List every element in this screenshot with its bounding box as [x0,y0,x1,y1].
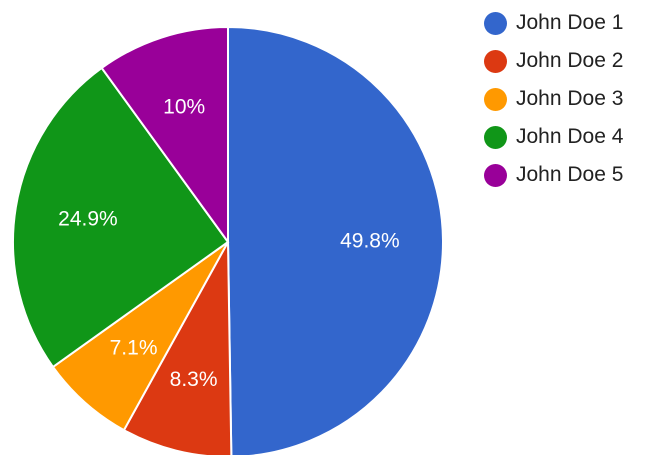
legend-swatch-icon [484,125,507,149]
pie-slice-4[interactable] [12,66,230,369]
legend-item-1[interactable]: John Doe 1 [484,4,623,42]
pie-slice-2[interactable] [122,238,233,455]
slice-label-2: 8.3% [170,368,218,391]
slice-label-4: 24.9% [58,208,118,231]
legend: John Doe 1 John Doe 2 John Doe 3 John Doe 4… [484,4,623,194]
pie-slice-5[interactable] [100,25,229,246]
legend-swatch-icon [484,11,507,35]
legend-label: John Doe 1 [516,11,624,34]
pie-slice-1[interactable] [227,25,445,455]
legend-swatch-icon [484,163,507,187]
legend-swatch-icon [484,49,507,73]
pie-plot: 49.8% 8.3% 7.1% 24.9% 10% [12,25,445,455]
legend-item-2[interactable]: John Doe 2 [484,42,623,80]
legend-item-4[interactable]: John Doe 4 [484,118,623,156]
legend-swatch-icon [484,87,507,111]
legend-label: John Doe 3 [516,87,624,110]
slice-label-5: 10% [163,96,205,119]
slice-label-3: 7.1% [110,336,158,359]
legend-label: John Doe 5 [516,163,624,186]
slice-label-1: 49.8% [340,229,400,252]
legend-label: John Doe 2 [516,49,624,72]
legend-item-5[interactable]: John Doe 5 [484,156,623,194]
legend-label: John Doe 4 [516,125,624,148]
legend-item-3[interactable]: John Doe 3 [484,80,623,118]
